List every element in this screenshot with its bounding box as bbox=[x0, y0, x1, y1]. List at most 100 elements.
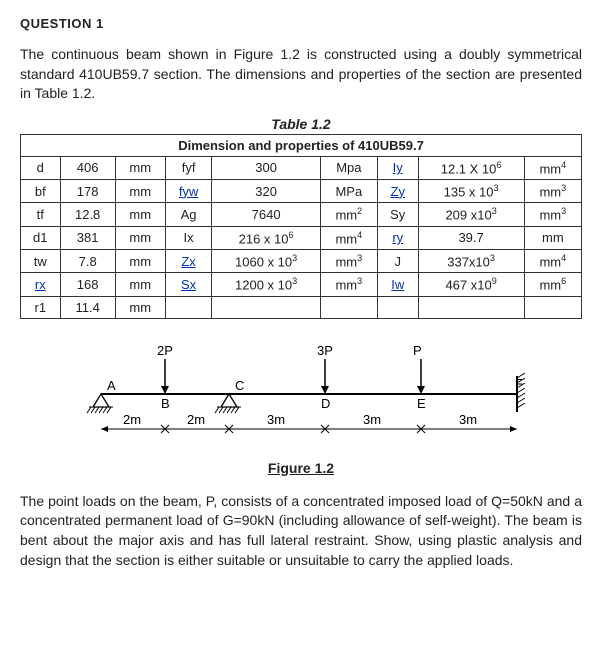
table-cell: 381 bbox=[60, 226, 115, 249]
table-cell: Iy bbox=[377, 156, 418, 179]
table-cell: 406 bbox=[60, 156, 115, 179]
superscript: 4 bbox=[357, 230, 362, 240]
load-label: P bbox=[413, 343, 422, 358]
superscript: 3 bbox=[357, 276, 362, 286]
intro-paragraph: The continuous beam shown in Figure 1.2 … bbox=[20, 45, 582, 104]
superscript: 4 bbox=[561, 253, 566, 263]
point-label: F bbox=[515, 376, 523, 391]
table-cell: 39.7 bbox=[418, 226, 524, 249]
table-caption: Table 1.2 bbox=[20, 116, 582, 132]
table-row: r111.4mm bbox=[21, 296, 582, 318]
table-cell: mm6 bbox=[524, 273, 581, 296]
arrowhead-icon bbox=[417, 386, 425, 394]
table-cell: tf bbox=[21, 203, 61, 226]
table-cell: 1200 x 103 bbox=[212, 273, 320, 296]
table-cell: 12.1 X 106 bbox=[418, 156, 524, 179]
table-cell: 178 bbox=[60, 180, 115, 203]
table-cell: 135 x 103 bbox=[418, 180, 524, 203]
hatch-line bbox=[103, 407, 107, 413]
table-cell: fyw bbox=[165, 180, 212, 203]
span-label: 3m bbox=[459, 412, 477, 427]
linked-symbol: Zy bbox=[391, 184, 405, 199]
table-header: Dimension and properties of 410UB59.7 bbox=[21, 134, 582, 156]
hatch-line bbox=[235, 407, 239, 413]
superscript: 6 bbox=[496, 160, 501, 170]
table-cell: mm4 bbox=[320, 226, 377, 249]
hatch-line bbox=[91, 407, 95, 413]
roller-support-icon bbox=[221, 394, 237, 407]
table-cell: 11.4 bbox=[60, 296, 115, 318]
table-cell bbox=[212, 296, 320, 318]
span-label: 2m bbox=[187, 412, 205, 427]
arrowhead-icon bbox=[161, 386, 169, 394]
point-label: D bbox=[321, 396, 330, 411]
linked-symbol: ry bbox=[392, 230, 403, 245]
hatch-line bbox=[219, 407, 223, 413]
table-cell bbox=[524, 296, 581, 318]
table-cell: ry bbox=[377, 226, 418, 249]
table-cell: d bbox=[21, 156, 61, 179]
figure-wrap: ABCDEF2P3PP2m2m3m3m3m Figure 1.2 bbox=[20, 339, 582, 476]
table-row: tw7.8mmZx1060 x 103mm3J337x103mm4 bbox=[21, 250, 582, 273]
table-cell bbox=[377, 296, 418, 318]
table-cell: 7640 bbox=[212, 203, 320, 226]
superscript: 3 bbox=[492, 206, 497, 216]
arrowhead-icon bbox=[101, 426, 108, 432]
table-cell: mm bbox=[524, 226, 581, 249]
table-cell: mm3 bbox=[320, 250, 377, 273]
pin-support-icon bbox=[93, 394, 109, 407]
table-cell: 467 x109 bbox=[418, 273, 524, 296]
table-cell: Sx bbox=[165, 273, 212, 296]
table-cell: Zy bbox=[377, 180, 418, 203]
superscript: 3 bbox=[494, 183, 499, 193]
table-row: rx168mmSx1200 x 103mm3Iw467 x109mm6 bbox=[21, 273, 582, 296]
table-cell: mm3 bbox=[524, 203, 581, 226]
table-cell: mm bbox=[115, 180, 165, 203]
table-cell bbox=[418, 296, 524, 318]
superscript: 3 bbox=[292, 276, 297, 286]
table-cell: mm bbox=[115, 250, 165, 273]
properties-table: Dimension and properties of 410UB59.7 d4… bbox=[20, 134, 582, 319]
hatch-line bbox=[99, 407, 103, 413]
table-cell: 216 x 106 bbox=[212, 226, 320, 249]
linked-symbol: rx bbox=[35, 277, 46, 292]
table-cell: Ix bbox=[165, 226, 212, 249]
table-row: d1381mmIx216 x 106mm4ry39.7mm bbox=[21, 226, 582, 249]
table-cell: mm bbox=[115, 203, 165, 226]
hatch-line bbox=[95, 407, 99, 413]
table-cell: mm bbox=[115, 156, 165, 179]
hatch-line bbox=[231, 407, 235, 413]
table-cell: rx bbox=[21, 273, 61, 296]
table-cell: mm4 bbox=[524, 250, 581, 273]
table-cell: 320 bbox=[212, 180, 320, 203]
table-cell: mm bbox=[115, 226, 165, 249]
table-cell: d1 bbox=[21, 226, 61, 249]
closing-paragraph: The point loads on the beam, P, consists… bbox=[20, 492, 582, 570]
linked-symbol: Sx bbox=[181, 277, 196, 292]
load-label: 2P bbox=[157, 343, 173, 358]
question-title: QUESTION 1 bbox=[20, 16, 582, 31]
linked-symbol: Iw bbox=[391, 277, 404, 292]
arrowhead-icon bbox=[510, 426, 517, 432]
table-cell: Zx bbox=[165, 250, 212, 273]
table-cell: 1060 x 103 bbox=[212, 250, 320, 273]
superscript: 3 bbox=[292, 253, 297, 263]
table-cell: J bbox=[377, 250, 418, 273]
hatch-line bbox=[87, 407, 91, 413]
superscript: 6 bbox=[561, 276, 566, 286]
hatch-line bbox=[517, 393, 525, 398]
table-cell: tw bbox=[21, 250, 61, 273]
load-label: 3P bbox=[317, 343, 333, 358]
superscript: 2 bbox=[357, 206, 362, 216]
linked-symbol: Zx bbox=[181, 254, 195, 269]
table-cell: mm bbox=[115, 296, 165, 318]
point-label: B bbox=[161, 396, 170, 411]
table-cell: fyf bbox=[165, 156, 212, 179]
superscript: 9 bbox=[492, 276, 497, 286]
table-cell: Iw bbox=[377, 273, 418, 296]
table-cell: 7.8 bbox=[60, 250, 115, 273]
hatch-line bbox=[517, 398, 525, 403]
table-cell: bf bbox=[21, 180, 61, 203]
superscript: 6 bbox=[289, 230, 294, 240]
table-cell: mm2 bbox=[320, 203, 377, 226]
